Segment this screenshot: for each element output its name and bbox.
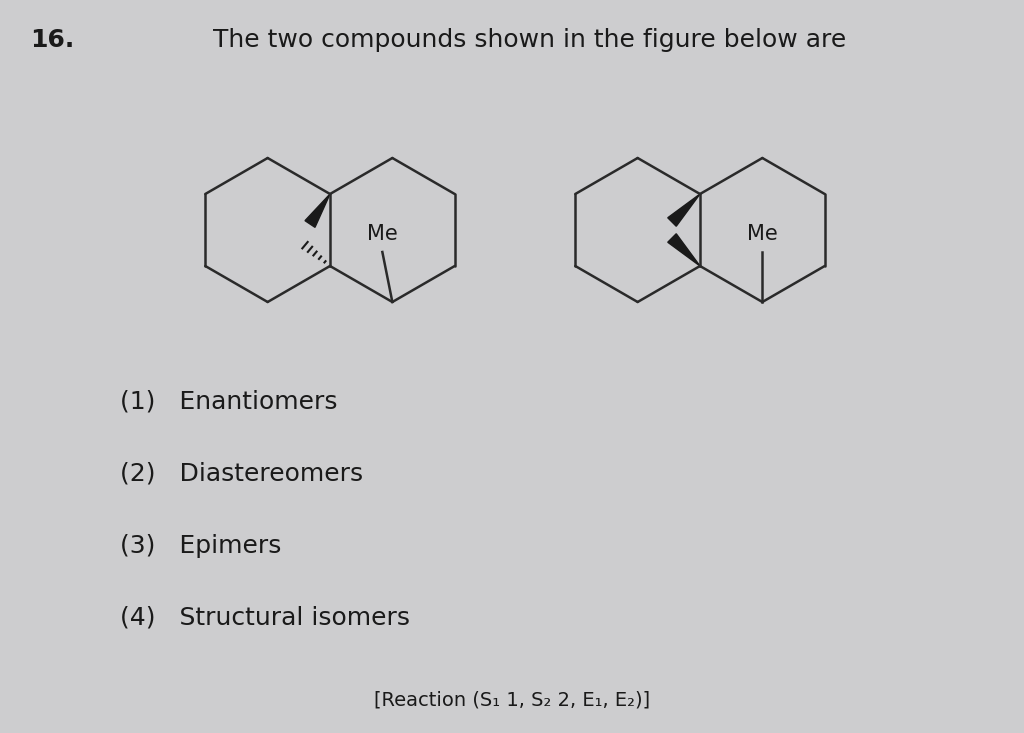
Polygon shape: [305, 194, 330, 227]
Polygon shape: [668, 234, 700, 266]
Text: (3)   Epimers: (3) Epimers: [120, 534, 282, 558]
Text: [Reaction (S₁ 1, S₂ 2, E₁, E₂)]: [Reaction (S₁ 1, S₂ 2, E₁, E₂)]: [374, 691, 650, 710]
Text: (2)   Diastereomers: (2) Diastereomers: [120, 462, 364, 486]
Polygon shape: [668, 194, 700, 226]
Text: Me: Me: [367, 224, 397, 244]
Text: (1)   Enantiomers: (1) Enantiomers: [120, 390, 338, 414]
Text: 16.: 16.: [30, 28, 75, 52]
Text: (4)   Structural isomers: (4) Structural isomers: [120, 606, 410, 630]
Text: Me: Me: [746, 224, 778, 244]
Text: The two compounds shown in the figure below are: The two compounds shown in the figure be…: [213, 28, 847, 52]
